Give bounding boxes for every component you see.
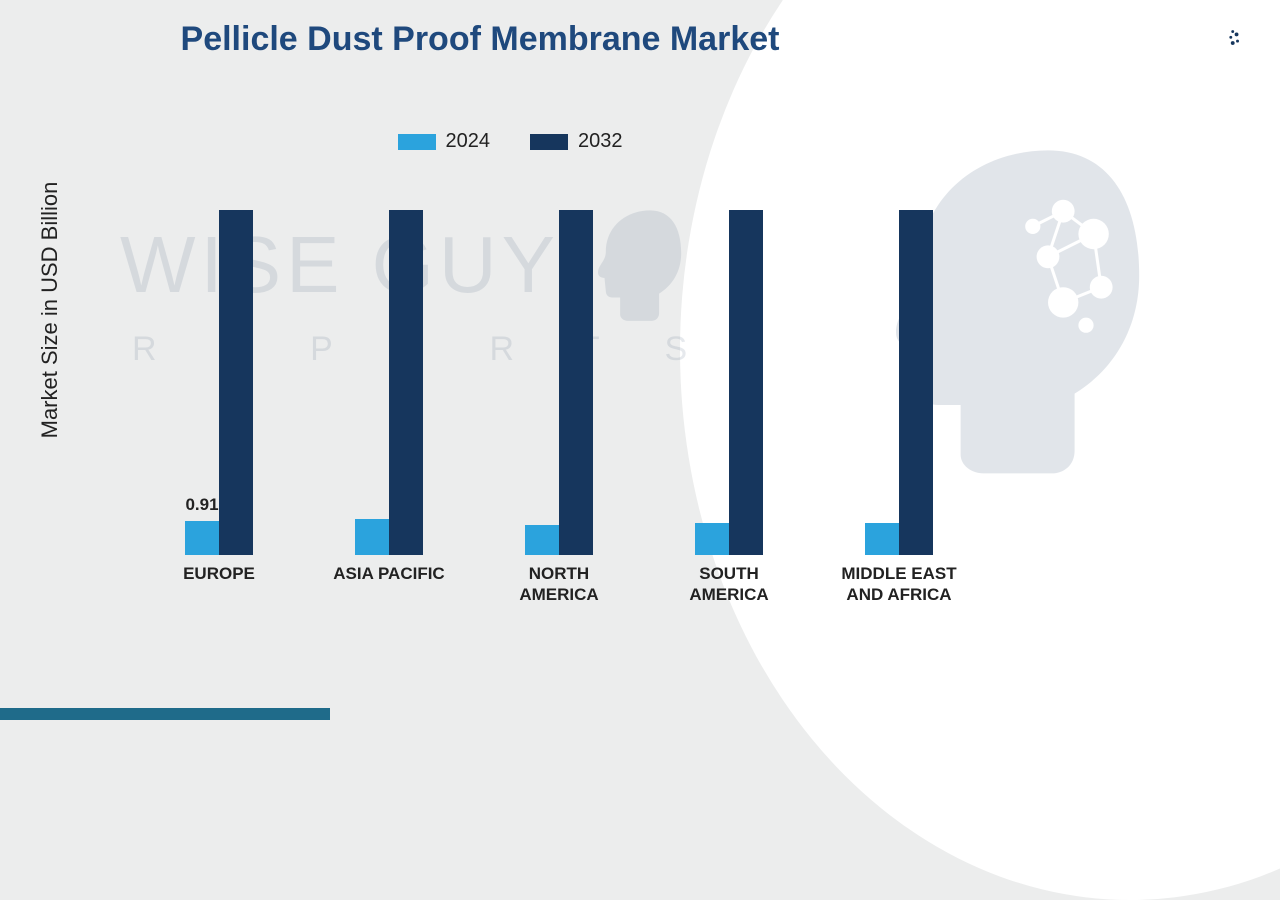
bar-2032 — [389, 210, 423, 555]
bar-group: SOUTH AMERICA — [695, 210, 763, 555]
legend-swatch-2024 — [398, 134, 436, 150]
category-label: SOUTH AMERICA — [659, 563, 799, 606]
legend-swatch-2032 — [530, 134, 568, 150]
chart: Market Size in USD Billion 2024 2032 EUR… — [50, 130, 970, 690]
brand-head-icon — [1202, 20, 1250, 68]
bar-2024 — [355, 519, 389, 555]
chart-title: Pellicle Dust Proof Membrane Market — [0, 20, 960, 59]
bar-group: MIDDLE EAST AND AFRICA — [865, 210, 933, 555]
category-label: EUROPE — [149, 563, 289, 584]
bottom-accent-bar — [0, 708, 330, 720]
bar-group: NORTH AMERICA — [525, 210, 593, 555]
bar-2024 — [695, 523, 729, 555]
bar-2024 — [865, 523, 899, 555]
brand-logo: WISE GUY R E P O R T S — [1030, 20, 1250, 79]
plot-area: EUROPEASIA PACIFICNORTH AMERICASOUTH AME… — [130, 180, 960, 555]
bar-2032 — [559, 210, 593, 555]
value-label: 0.91 — [185, 495, 218, 515]
bar-2032 — [729, 210, 763, 555]
bar-2032 — [219, 210, 253, 555]
category-label: NORTH AMERICA — [489, 563, 629, 606]
bar-2024 — [525, 525, 559, 555]
y-axis-label: Market Size in USD Billion — [37, 182, 63, 439]
legend-label-2024: 2024 — [446, 130, 491, 153]
legend: 2024 2032 — [50, 130, 970, 153]
brand-main-text: WISE GUY — [1030, 27, 1196, 61]
legend-label-2032: 2032 — [578, 130, 623, 153]
bar-group: ASIA PACIFIC — [355, 210, 423, 555]
bar-2032 — [899, 210, 933, 555]
legend-item-2024: 2024 — [398, 130, 491, 153]
category-label: MIDDLE EAST AND AFRICA — [829, 563, 969, 606]
category-label: ASIA PACIFIC — [319, 563, 459, 584]
legend-item-2032: 2032 — [530, 130, 623, 153]
bar-2024 — [185, 521, 219, 555]
